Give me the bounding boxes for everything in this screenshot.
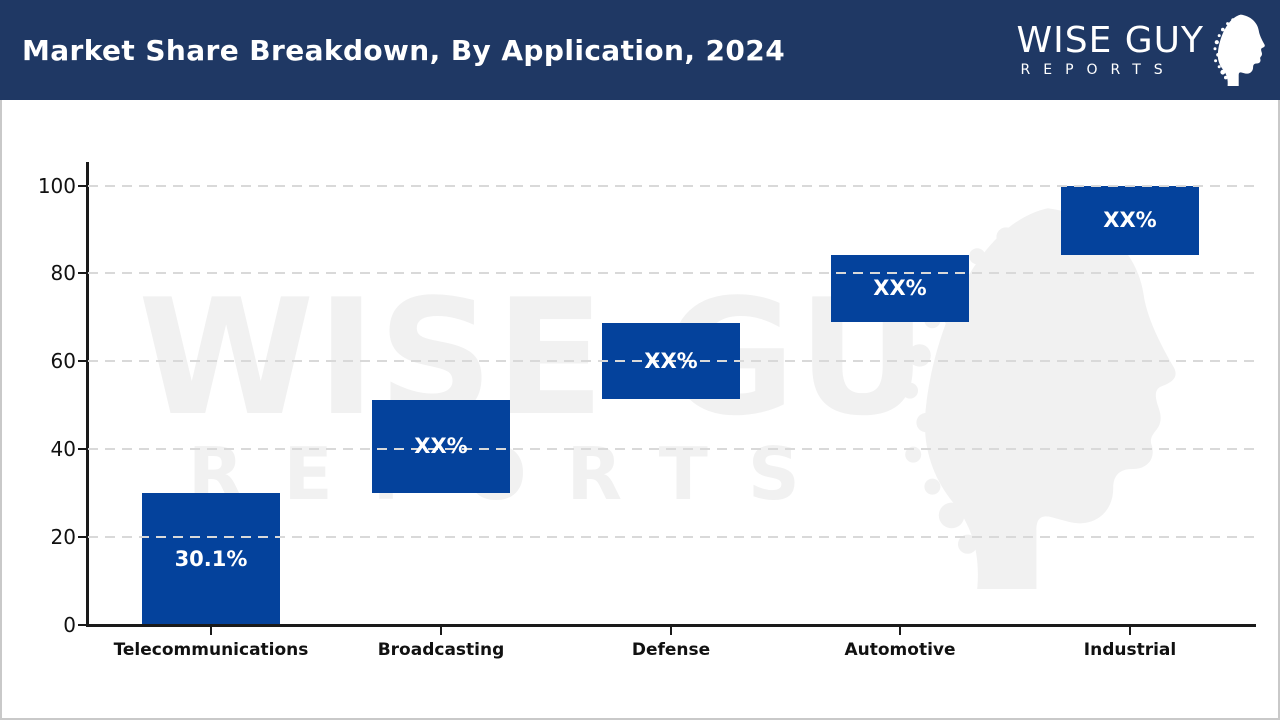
category-label-broadcasting: Broadcasting bbox=[377, 640, 505, 660]
y-tick-label-60: 60 bbox=[50, 349, 76, 374]
x-tick-mark-defense bbox=[670, 627, 672, 635]
bar-telecommunications bbox=[142, 492, 280, 625]
bar-value-label-telecommunications: 30.1% bbox=[174, 546, 248, 571]
gridline-40 bbox=[88, 448, 1254, 451]
y-tick-label-0: 0 bbox=[63, 613, 76, 637]
x-tick-mark-industrial bbox=[1129, 627, 1131, 635]
y-tick-label-100: 100 bbox=[37, 173, 76, 198]
gridline-100 bbox=[88, 184, 1254, 187]
gridline-20 bbox=[88, 536, 1254, 539]
x-axis-line bbox=[86, 624, 1256, 627]
y-tick-mark-60 bbox=[78, 360, 86, 363]
wise-guy-logo: WISE GUY REPORTS bbox=[1017, 13, 1267, 87]
header-bar: Market Share Breakdown, By Application, … bbox=[0, 0, 1280, 100]
logo-brand-name: WISE GUY bbox=[1016, 20, 1204, 61]
y-tick-mark-20 bbox=[78, 536, 86, 539]
bar-value-label-defense: XX% bbox=[644, 348, 698, 373]
y-tick-mark-40 bbox=[78, 448, 86, 451]
wise-guy-face-icon bbox=[1213, 14, 1265, 87]
y-tick-mark-80 bbox=[78, 272, 86, 275]
category-label-telecommunications: Telecommunications bbox=[113, 640, 309, 660]
y-tick-label-20: 20 bbox=[50, 525, 76, 550]
y-axis-line bbox=[86, 162, 89, 627]
bar-value-label-industrial: XX% bbox=[1103, 208, 1157, 232]
page-title: Market Share Breakdown, By Application, … bbox=[22, 33, 786, 67]
bar-value-label-broadcasting: XX% bbox=[414, 434, 468, 459]
category-label-defense: Defense bbox=[631, 640, 711, 660]
y-tick-mark-0 bbox=[78, 624, 86, 626]
x-tick-mark-automotive bbox=[899, 627, 901, 635]
logo-brand-sub: REPORTS bbox=[1020, 62, 1176, 78]
gridline-60 bbox=[88, 360, 1254, 363]
category-label-automotive: Automotive bbox=[844, 640, 956, 660]
x-tick-mark-broadcasting bbox=[440, 627, 442, 635]
y-tick-mark-100 bbox=[78, 184, 86, 187]
x-tick-mark-telecommunications bbox=[210, 627, 212, 635]
gridline-80 bbox=[88, 272, 1254, 275]
y-tick-label-80: 80 bbox=[50, 261, 76, 286]
logo-text: WISE GUY REPORTS bbox=[1016, 20, 1205, 78]
y-tick-label-40: 40 bbox=[50, 437, 76, 462]
category-label-industrial: Industrial bbox=[1083, 640, 1177, 660]
bar-value-label-automotive: XX% bbox=[873, 276, 927, 301]
bar-broadcasting bbox=[372, 399, 510, 494]
